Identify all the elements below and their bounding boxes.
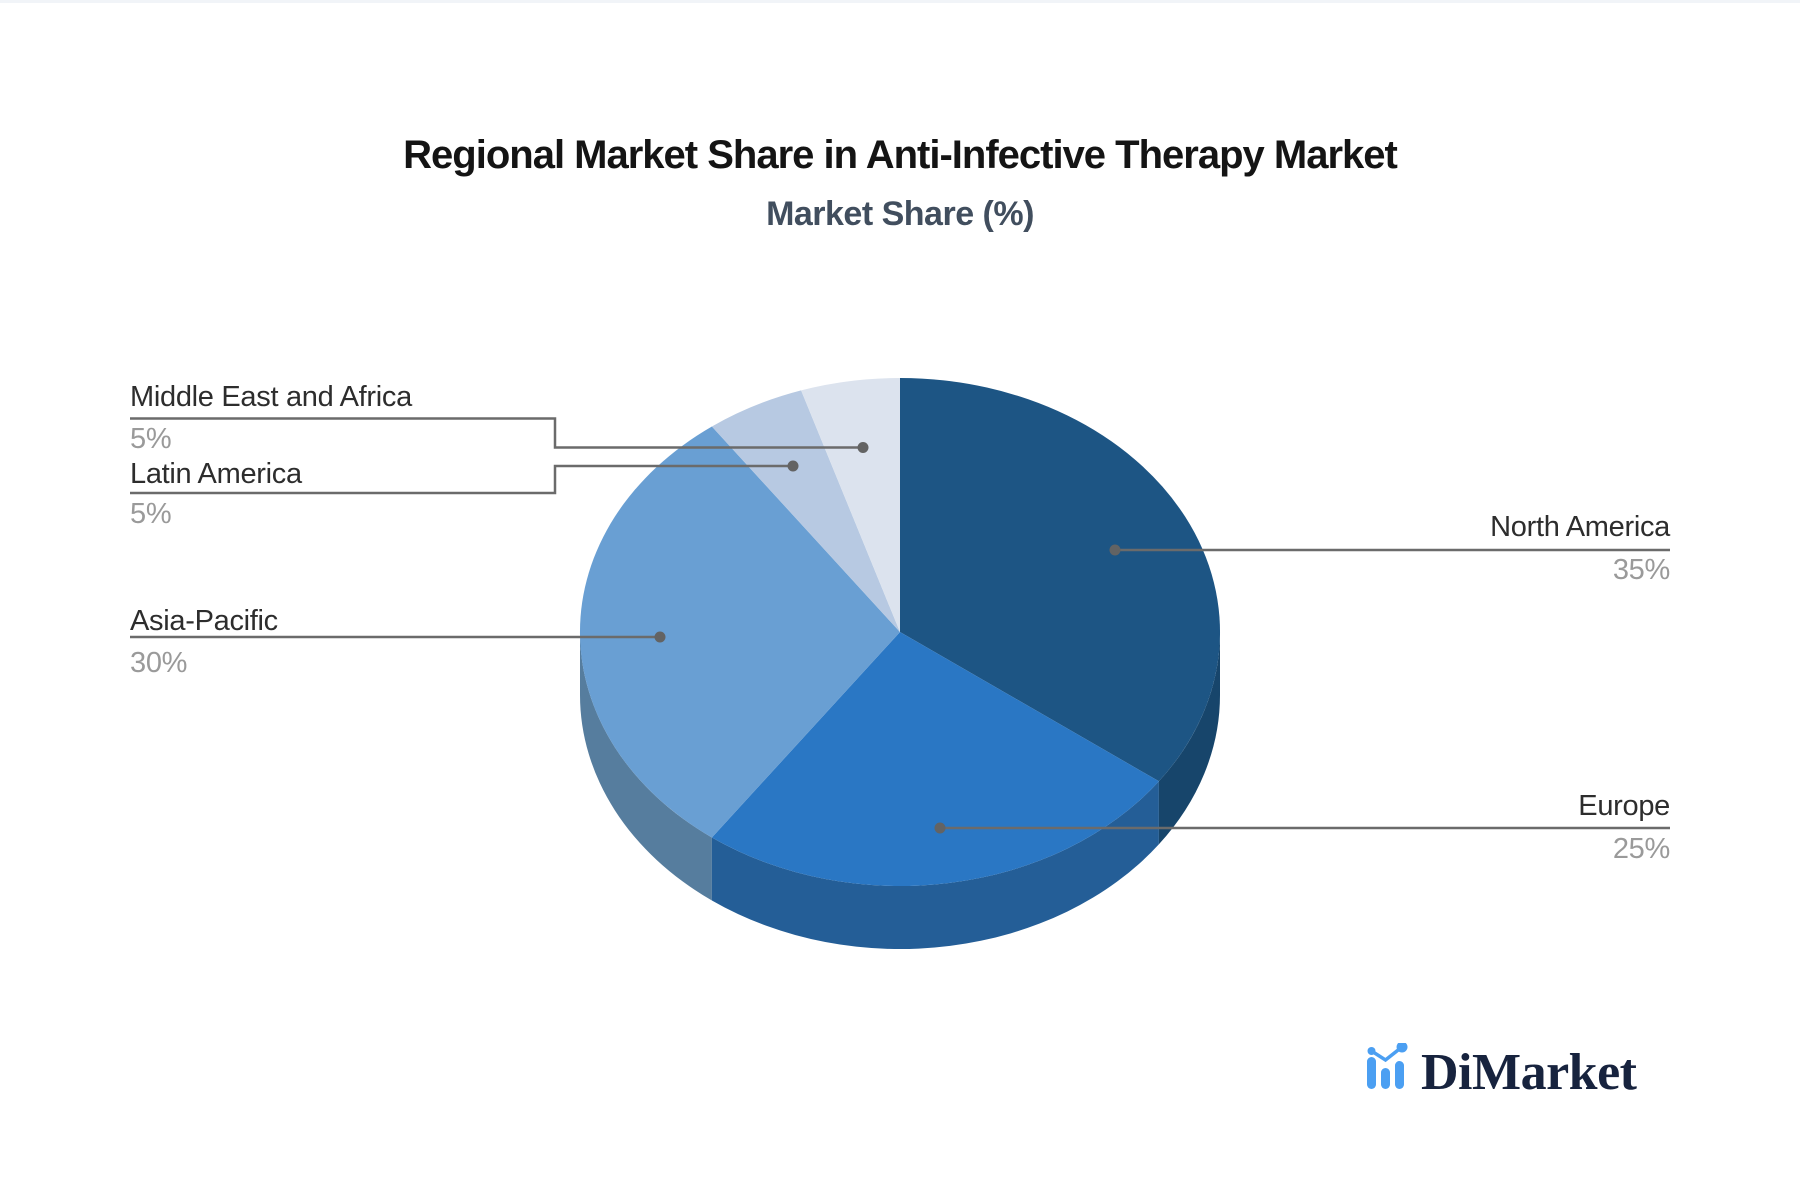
slice-asia-pacific-side bbox=[580, 632, 712, 901]
slice-north-america[interactable] bbox=[900, 378, 1221, 782]
slice-europe-side bbox=[711, 781, 1159, 950]
connector-middle-east-africa bbox=[130, 417, 863, 449]
value-middle-east-africa: 5% bbox=[130, 423, 172, 455]
slice-latin-america[interactable] bbox=[711, 390, 900, 632]
value-latin-america: 5% bbox=[130, 498, 172, 530]
label-europe: Europe bbox=[1578, 790, 1670, 822]
chart-subtitle: Market Share (%) bbox=[766, 195, 1034, 233]
label-latin-america: Latin America bbox=[130, 458, 302, 490]
logo-trend-line bbox=[1370, 1045, 1404, 1063]
value-europe: 25% bbox=[1612, 833, 1670, 865]
slice-north-america-side bbox=[1158, 632, 1220, 845]
logo-icon bbox=[1367, 1043, 1408, 1089]
connector-dot-asia-pacific bbox=[654, 631, 666, 643]
dimarket-logo: DiMarket bbox=[1366, 1043, 1637, 1101]
connector-dot-latin-america bbox=[787, 460, 799, 472]
connector-dot-europe bbox=[934, 822, 946, 834]
pie-chart bbox=[130, 377, 1670, 950]
connector-dot-north-america bbox=[1109, 544, 1121, 556]
logo-text: DiMarket bbox=[1421, 1044, 1637, 1101]
connector-dot-middle-east-africa bbox=[857, 442, 869, 453]
slice-middle-east-africa[interactable] bbox=[801, 377, 900, 632]
label-north-america: North America bbox=[1490, 511, 1670, 543]
value-asia-pacific: 30% bbox=[130, 647, 188, 679]
chart-title: Regional Market Share in Anti-Infective … bbox=[403, 133, 1398, 177]
connector-latin-america bbox=[130, 464, 793, 495]
label-middle-east-africa: Middle East and Africa bbox=[130, 381, 412, 413]
slice-asia-pacific[interactable] bbox=[579, 426, 900, 838]
value-north-america: 35% bbox=[1612, 554, 1670, 586]
slice-europe[interactable] bbox=[711, 632, 1159, 887]
label-asia-pacific: Asia-Pacific bbox=[130, 605, 278, 637]
